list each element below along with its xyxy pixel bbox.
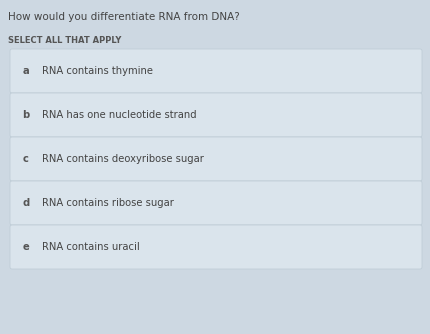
FancyBboxPatch shape — [10, 181, 422, 225]
Text: SELECT ALL THAT APPLY: SELECT ALL THAT APPLY — [8, 36, 121, 45]
Text: d: d — [22, 198, 30, 208]
Text: RNA contains uracil: RNA contains uracil — [42, 242, 140, 252]
Text: a: a — [23, 66, 29, 76]
Text: e: e — [23, 242, 29, 252]
Text: RNA contains thymine: RNA contains thymine — [42, 66, 153, 76]
FancyBboxPatch shape — [10, 93, 422, 137]
Text: RNA contains ribose sugar: RNA contains ribose sugar — [42, 198, 174, 208]
Text: b: b — [22, 110, 30, 120]
Text: How would you differentiate RNA from DNA?: How would you differentiate RNA from DNA… — [8, 12, 240, 22]
FancyBboxPatch shape — [10, 225, 422, 269]
Text: RNA contains deoxyribose sugar: RNA contains deoxyribose sugar — [42, 154, 204, 164]
Text: c: c — [23, 154, 29, 164]
FancyBboxPatch shape — [10, 49, 422, 93]
Text: RNA has one nucleotide strand: RNA has one nucleotide strand — [42, 110, 197, 120]
FancyBboxPatch shape — [10, 137, 422, 181]
